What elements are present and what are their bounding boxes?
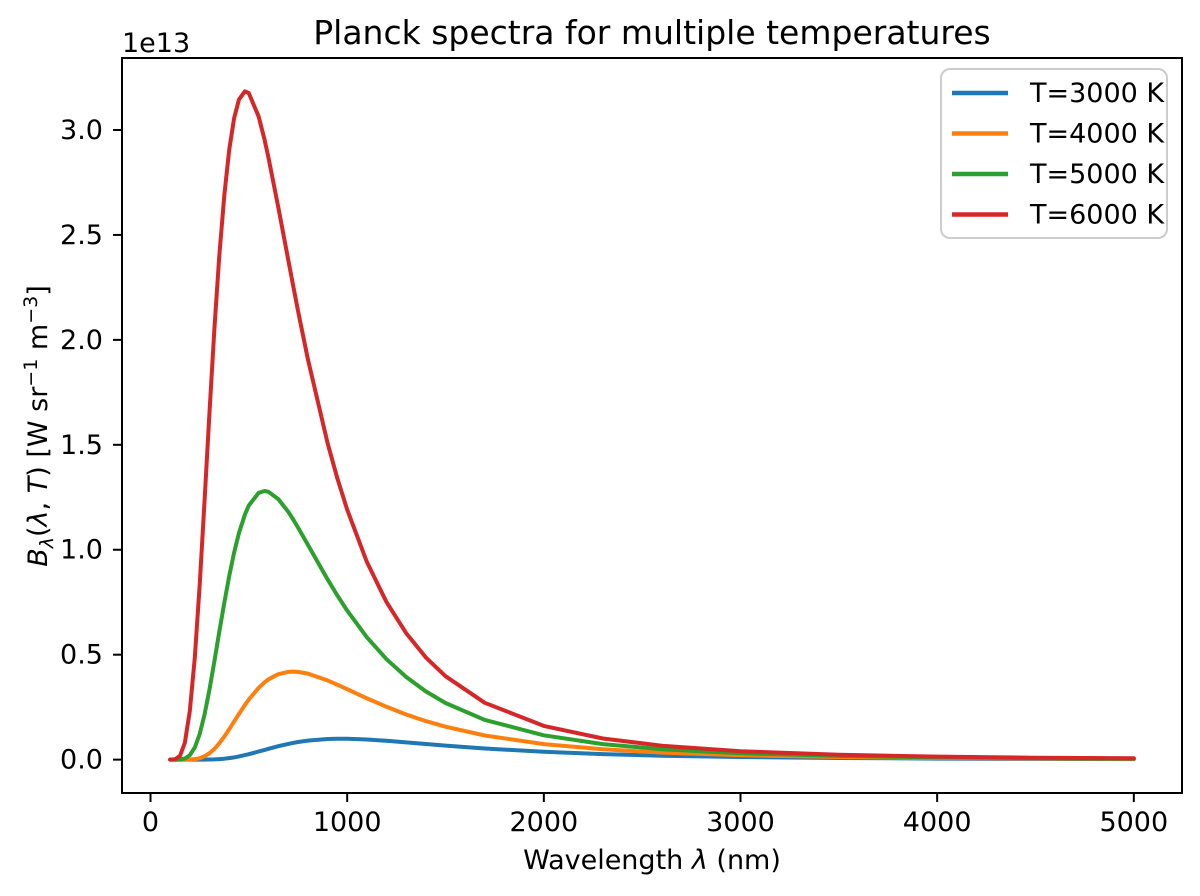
y-tick-label: 1.0: [60, 535, 103, 566]
x-tick-label: 4000: [903, 807, 972, 838]
series-line-6000: [168, 89, 1136, 762]
x-axis-label: Wavelength λ (nm): [523, 845, 781, 876]
axes-frame: [121, 57, 1183, 794]
legend: T=3000 K T=4000 K T=5000 K T=6000 K: [940, 68, 1168, 239]
y-axis-label: Bλ(λ, T) [W sr−1 m−3]: [20, 285, 58, 567]
label-part: λ: [36, 537, 58, 549]
legend-label-5000: T=5000 K: [1029, 159, 1165, 190]
y-axis-offset-text: 1e13: [122, 28, 190, 59]
y-tick-label: 3.0: [60, 115, 103, 146]
x-tick-label: 5000: [1099, 807, 1168, 838]
label-part: ,: [23, 493, 54, 510]
series-line-4000: [168, 669, 1136, 762]
y-tick-label: 2.0: [60, 325, 103, 356]
label-part: −3: [20, 296, 42, 324]
label-part: ]: [23, 285, 54, 296]
legend-frame: [940, 68, 1168, 239]
x-tick-label: 2000: [509, 807, 578, 838]
legend-label-4000: T=4000 K: [1029, 119, 1165, 150]
legend-label-3000: T=3000 K: [1029, 78, 1165, 109]
label-part: λ: [690, 845, 708, 876]
label-part: (: [23, 526, 54, 537]
label-part: m: [23, 324, 54, 359]
label-part: T: [23, 474, 54, 493]
label-part: (nm): [708, 845, 781, 876]
legend-label-6000: T=6000 K: [1029, 200, 1165, 231]
y-tick-label: 0.5: [60, 640, 103, 671]
series-line-3000: [168, 736, 1136, 762]
x-tick-label: 1000: [313, 807, 382, 838]
ticks-group: 0 1000 2000 3000 4000 5000 0.0 0.5 1.0 1.5 2.0 2.5 3…: [60, 115, 1168, 838]
chart-title: Planck spectra for multiple temperatures: [313, 13, 990, 52]
curves-group: [168, 89, 1136, 762]
x-tick-label: 3000: [706, 807, 775, 838]
x-tick-label: 0: [142, 807, 159, 838]
legend-entries: T=3000 K T=4000 K T=5000 K T=6000 K: [952, 78, 1165, 231]
label-part: −1: [20, 359, 42, 387]
y-tick-label: 2.5: [60, 220, 103, 251]
label-part: ) [W sr: [23, 386, 54, 477]
label-part: Wavelength: [523, 845, 692, 876]
y-tick-label: 1.5: [60, 430, 103, 461]
label-part: B: [23, 548, 54, 567]
label-part: λ: [23, 510, 54, 528]
series-line-5000: [168, 489, 1136, 762]
y-tick-label: 0.0: [60, 745, 103, 776]
